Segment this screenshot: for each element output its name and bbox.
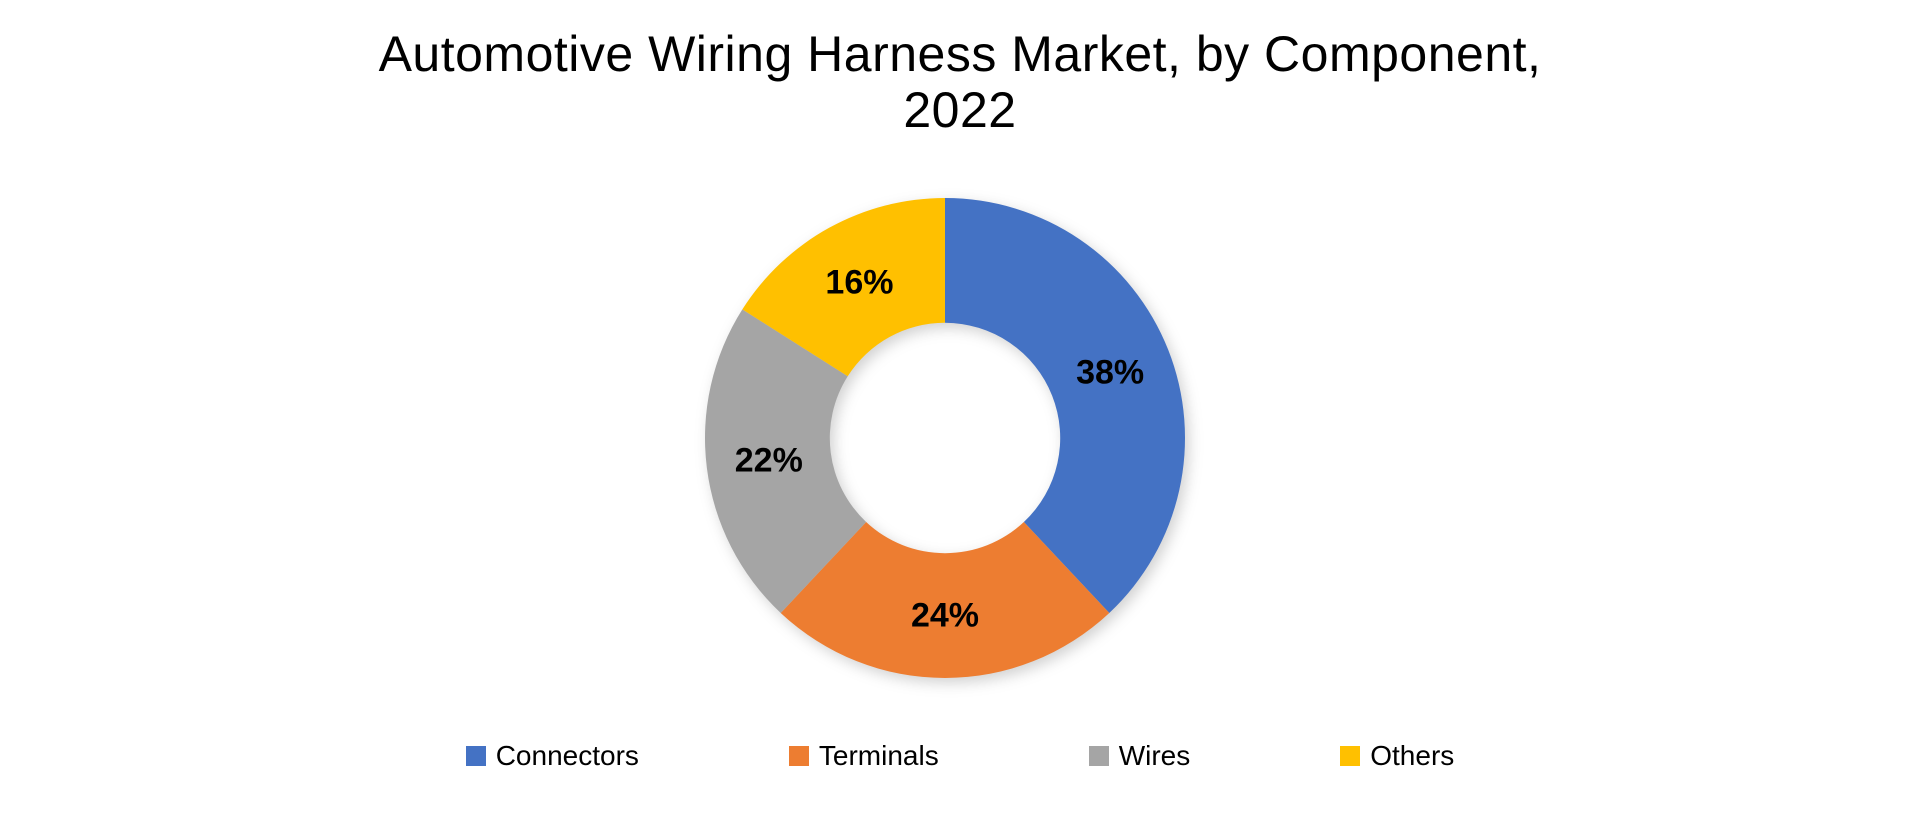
data-label-wires: 22% xyxy=(735,441,803,479)
legend-swatch-wires xyxy=(1088,746,1109,766)
legend-swatch-others xyxy=(1340,746,1361,766)
chart-legend: Connectors Terminals Wires Others xyxy=(0,740,1920,772)
chart-title: Automotive Wiring Harness Market, by Com… xyxy=(0,26,1920,138)
legend-label-terminals: Terminals xyxy=(818,740,939,771)
data-label-terminals: 24% xyxy=(911,597,979,635)
legend-item-wires[interactable]: Wires xyxy=(1088,740,1191,772)
legend-item-others[interactable]: Others xyxy=(1340,740,1454,772)
legend-swatch-terminals xyxy=(788,746,809,766)
donut-slice-others[interactable] xyxy=(742,198,945,377)
data-label-others: 16% xyxy=(825,263,893,301)
donut-slice-connectors[interactable] xyxy=(945,198,1185,613)
data-label-connectors: 38% xyxy=(1076,354,1144,392)
legend-swatch-connectors xyxy=(465,746,486,766)
legend-label-wires: Wires xyxy=(1118,740,1191,771)
legend-label-others: Others xyxy=(1370,740,1455,771)
donut-data-labels: 38% 24% 22% 16% xyxy=(735,263,1144,634)
legend-item-connectors[interactable]: Connectors xyxy=(465,740,639,772)
donut-slice-wires[interactable] xyxy=(705,309,867,613)
legend-item-terminals[interactable]: Terminals xyxy=(788,740,939,772)
legend-label-connectors: Connectors xyxy=(495,740,639,771)
chart-title-line-1: Automotive Wiring Harness Market, by Com… xyxy=(378,26,1542,82)
chart-title-line-2: 2022 xyxy=(903,82,1017,138)
donut-slices xyxy=(705,198,1185,678)
donut-chart: 38% 24% 22% 16% xyxy=(705,198,1185,678)
donut-slice-terminals[interactable] xyxy=(780,521,1110,678)
